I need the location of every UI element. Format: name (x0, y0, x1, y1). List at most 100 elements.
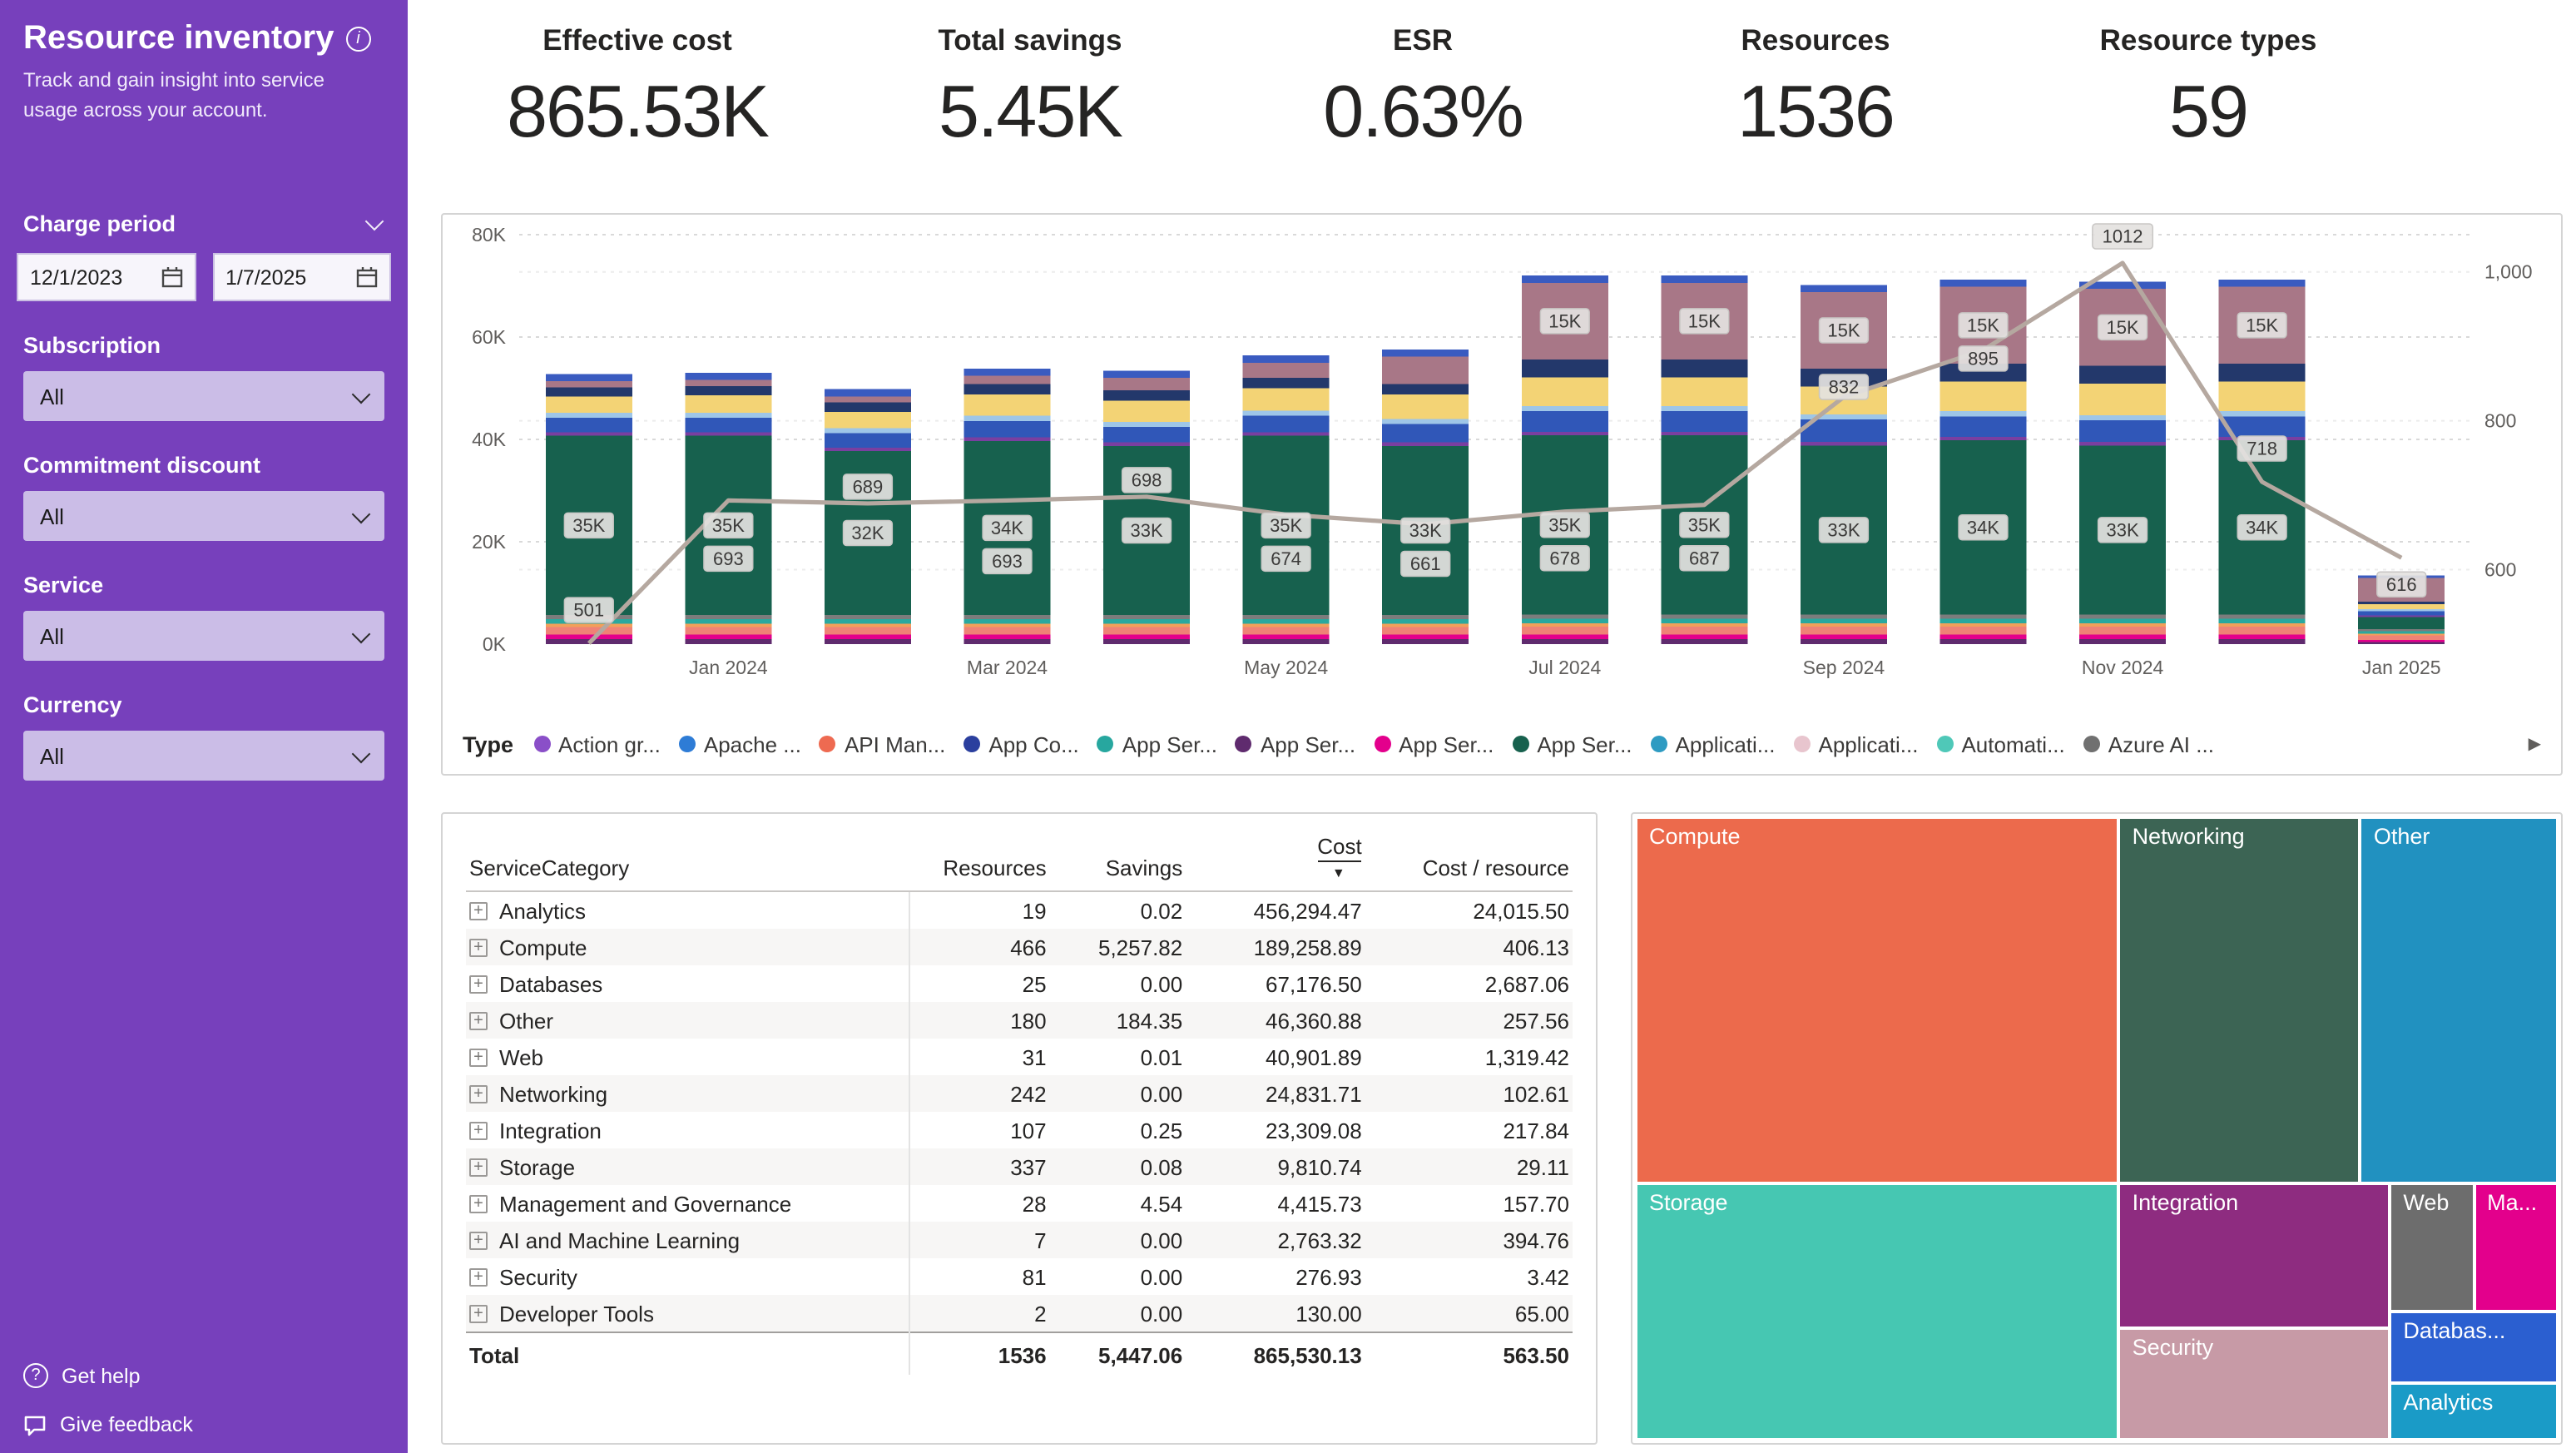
bar-segment[interactable] (1800, 627, 1887, 635)
bar-segment[interactable] (685, 614, 772, 619)
bar-segment[interactable] (964, 627, 1051, 635)
bar-segment[interactable] (1103, 389, 1191, 401)
bar-segment[interactable] (1661, 406, 1748, 412)
bar-segment[interactable] (2218, 638, 2306, 644)
bar-segment[interactable] (1939, 416, 2027, 437)
bar-segment[interactable] (545, 396, 632, 414)
bar-segment[interactable] (964, 375, 1051, 384)
table-row-analytics[interactable]: + Analytics 19 0.02 456,294.47 24,015.50 (466, 891, 1573, 929)
bar-segment[interactable] (2218, 381, 2306, 412)
legend-item-automati[interactable]: Automati... (1936, 731, 2065, 756)
bar-segment[interactable] (545, 413, 632, 419)
bar-segment[interactable] (2218, 363, 2306, 382)
bar-segment[interactable] (1521, 614, 1608, 619)
bar-segment[interactable] (824, 411, 911, 429)
bar-segment[interactable] (545, 374, 632, 381)
bar-segment[interactable] (1103, 370, 1191, 379)
bar-segment[interactable] (545, 380, 632, 388)
treemap-tile-storage[interactable]: Storage (1636, 1183, 2119, 1440)
legend-item-app-ser[interactable]: App Ser... (1097, 731, 1217, 756)
bar-segment[interactable] (1800, 285, 1887, 292)
table-row-web[interactable]: + Web 31 0.01 40,901.89 1,319.42 (466, 1039, 1573, 1075)
bar-segment[interactable] (545, 418, 632, 433)
bar-segment[interactable] (1382, 349, 1469, 357)
bar-segment[interactable] (2358, 611, 2445, 616)
bar-segment[interactable] (1939, 627, 2027, 635)
bar-segment[interactable] (685, 432, 772, 436)
get-help-link[interactable]: ? Get help (23, 1363, 193, 1388)
bar-segment[interactable] (2358, 629, 2445, 632)
bar-segment[interactable] (964, 614, 1051, 619)
column-header-cost[interactable]: Cost ▼ (1186, 827, 1365, 892)
bar-segment[interactable] (545, 432, 632, 436)
bar-segment[interactable] (1800, 634, 1887, 639)
bar-segment[interactable] (2079, 281, 2167, 290)
start-date-input[interactable]: 12/1/2023 (17, 253, 196, 301)
bar-segment[interactable] (1242, 378, 1330, 389)
bar-segment[interactable] (2358, 609, 2445, 612)
bar-segment[interactable] (1382, 623, 1469, 627)
table-row-management-and-governance[interactable]: + Management and Governance 28 4.54 4,415.73… (466, 1185, 1573, 1222)
bar-segment[interactable] (2218, 627, 2306, 635)
bar-segment[interactable] (2218, 634, 2306, 639)
bar-segment[interactable] (1521, 275, 1608, 283)
table-row-other[interactable]: + Other 180 184.35 46,360.88 257.56 (466, 1002, 1573, 1039)
bar-segment[interactable] (1521, 406, 1608, 412)
calendar-icon[interactable] (161, 266, 182, 288)
legend-scroll-right-icon[interactable]: ▶ (2528, 735, 2541, 753)
bar-segment[interactable] (824, 623, 911, 627)
legend-item-app-ser[interactable]: App Ser... (1374, 731, 1494, 756)
resource-count-line[interactable] (587, 260, 2403, 645)
expand-icon[interactable]: + (469, 1267, 488, 1286)
bar-segment[interactable] (685, 623, 772, 627)
bar-segment[interactable] (824, 638, 911, 644)
bar-segment[interactable] (1661, 411, 1748, 432)
bar-segment[interactable] (1939, 381, 2027, 412)
bar-segment[interactable] (824, 447, 911, 452)
bar-segment[interactable] (545, 387, 632, 397)
bar-segment[interactable] (2218, 411, 2306, 417)
bar-segment[interactable] (1521, 360, 1608, 378)
expand-icon[interactable]: + (469, 1194, 488, 1212)
bar-segment[interactable] (1521, 622, 1608, 627)
column-header-savings[interactable]: Savings (1049, 827, 1186, 892)
bar-segment[interactable] (2079, 365, 2167, 384)
bar-segment[interactable] (685, 373, 772, 380)
bar-segment[interactable] (1103, 442, 1191, 446)
expand-icon[interactable]: + (469, 1048, 488, 1066)
legend-item-apache[interactable]: Apache ... (678, 731, 801, 756)
table-row-developer-tools[interactable]: + Developer Tools 2 0.00 130.00 65.00 (466, 1295, 1573, 1332)
bar-segment[interactable] (685, 379, 772, 387)
bar-segment[interactable] (1661, 638, 1748, 644)
bar-segment[interactable] (964, 415, 1051, 421)
bar-segment[interactable] (545, 634, 632, 639)
expand-icon[interactable]: + (469, 1011, 488, 1029)
bar-segment[interactable] (1242, 618, 1330, 624)
legend-item-app-ser[interactable]: App Ser... (1512, 731, 1632, 756)
bar-segment[interactable] (1103, 618, 1191, 624)
legend-item-app-ser[interactable]: App Ser... (1235, 731, 1355, 756)
bar-segment[interactable] (1242, 623, 1330, 627)
expand-icon[interactable]: + (469, 974, 488, 993)
bar-segment[interactable] (1939, 280, 2027, 287)
table-row-databases[interactable]: + Databases 25 0.00 67,176.50 2,687.06 (466, 965, 1573, 1002)
calendar-icon[interactable] (356, 266, 378, 288)
bar-segment[interactable] (824, 428, 911, 434)
bar-segment[interactable] (824, 396, 911, 403)
bar-segment[interactable] (1800, 614, 1887, 619)
bar-segment[interactable] (1382, 356, 1469, 384)
bar-segment[interactable] (2358, 604, 2445, 610)
bar-segment[interactable] (1661, 360, 1748, 378)
bar-segment[interactable] (824, 627, 911, 635)
treemap-tile-networking[interactable]: Networking (2118, 817, 2361, 1183)
currency-dropdown[interactable]: All (23, 731, 384, 781)
table-row-compute[interactable]: + Compute 466 5,257.82 189,258.89 406.13 (466, 929, 1573, 965)
bar-segment[interactable] (1939, 436, 2027, 441)
column-header-servicecategory[interactable]: ServiceCategory (466, 827, 910, 892)
bar-segment[interactable] (2079, 614, 2167, 619)
bar-segment[interactable] (964, 634, 1051, 639)
bar-segment[interactable] (1242, 638, 1330, 644)
table-row-storage[interactable]: + Storage 337 0.08 9,810.74 29.11 (466, 1148, 1573, 1185)
bar-segment[interactable] (685, 618, 772, 624)
bar-segment[interactable] (1382, 424, 1469, 443)
